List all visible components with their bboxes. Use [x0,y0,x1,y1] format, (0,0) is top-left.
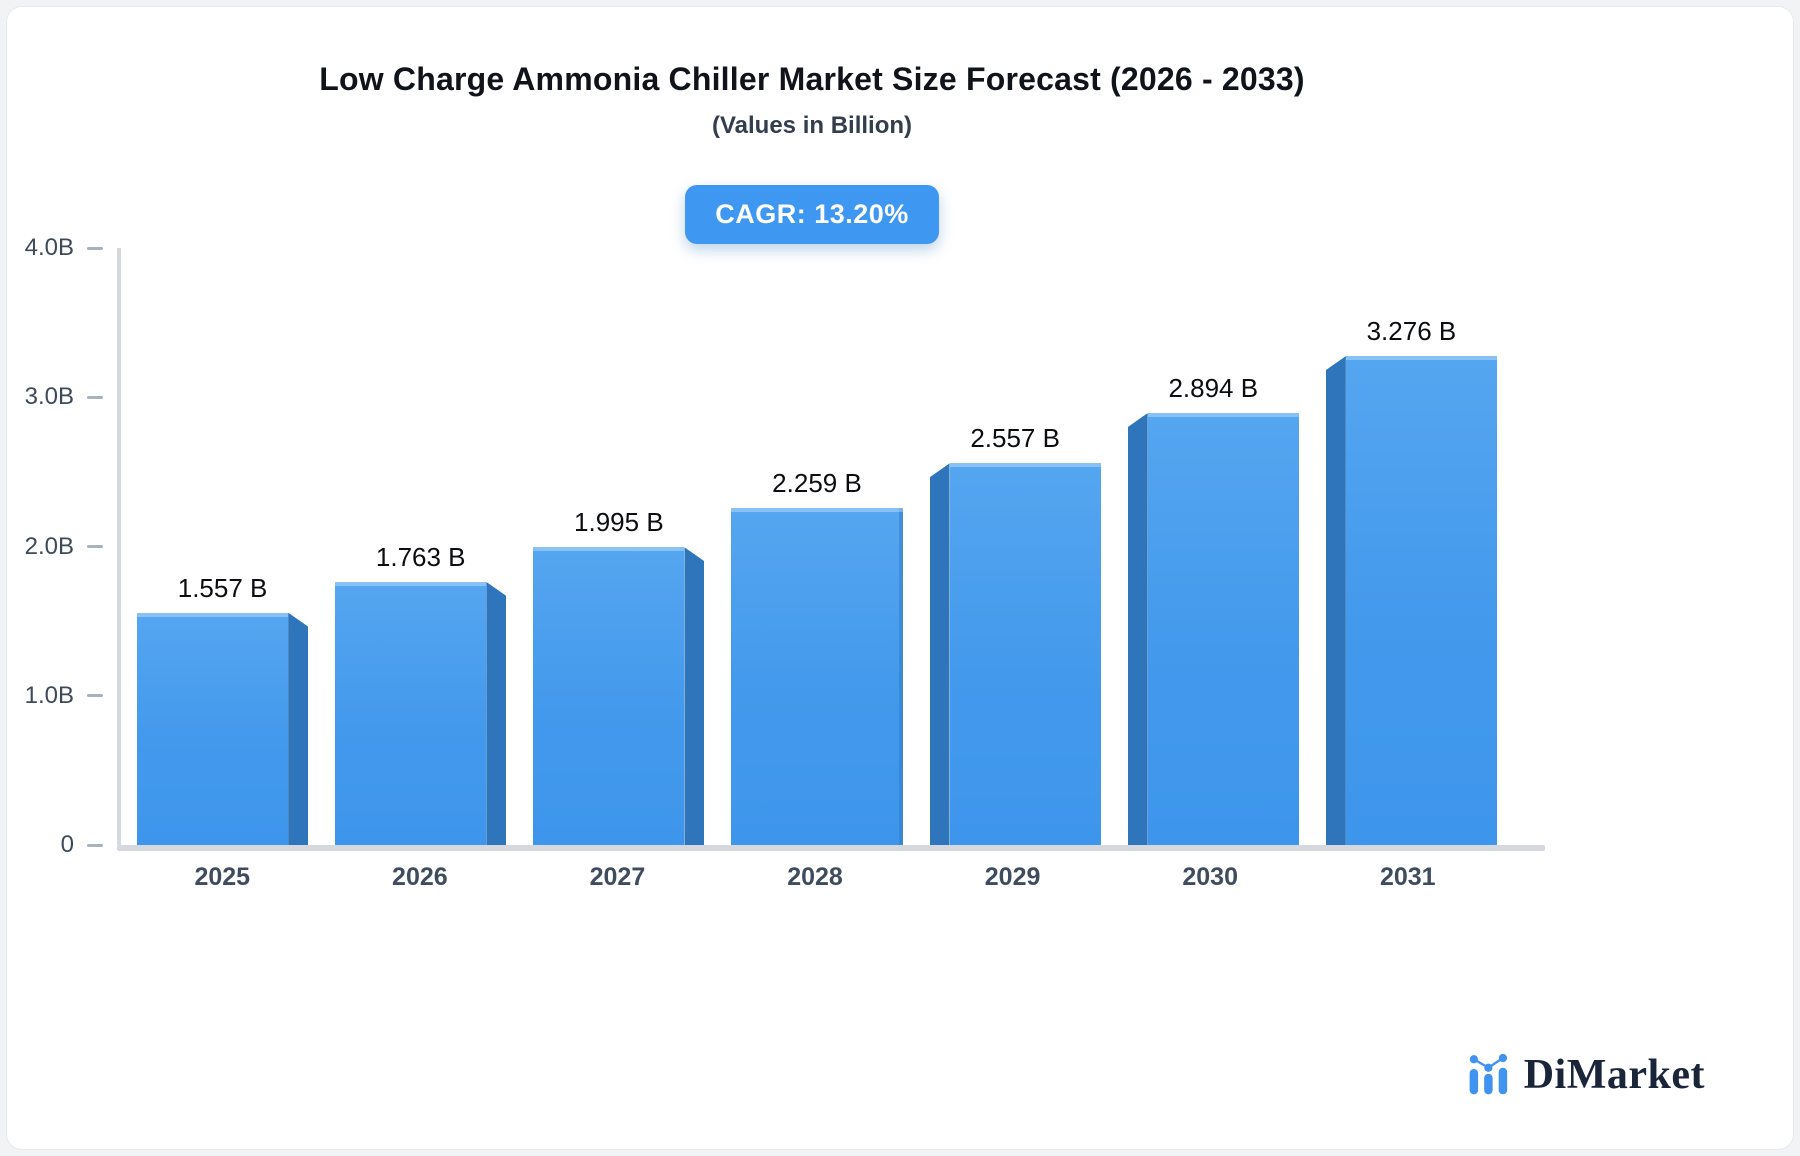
bar-value-label: 2.894 B [1168,373,1259,404]
x-axis-label-2025: 2025 [194,863,251,891]
bar-2031: 3.276 B [1325,316,1498,845]
bar-chart: 4.0B 3.0B 2.0B 1.0B 0 1.557 B 1.763 B 1.995 B 2… [25,234,1617,858]
bar-face [137,612,289,845]
chart-content: Low Charge Ammonia Chiller Market Size F… [7,7,1617,892]
x-axis-label-2031: 2031 [1379,863,1436,891]
bar-slot-2028: 2.259 B [731,248,903,845]
bar-value-label: 2.259 B [772,467,862,498]
y-tick-3.0B: 3.0B [25,383,103,411]
bar-line-chart-icon [1469,1053,1507,1095]
bar-side-shade [684,547,705,845]
y-tick-label: 3.0B [24,383,74,411]
y-tick-mark [87,395,103,399]
x-axis-label-2028: 2028 [787,863,843,891]
y-tick-label: 2.0B [24,532,74,560]
y-tick-1.0B: 1.0B [25,682,103,710]
bars-row: 1.557 B 1.763 B 1.995 B 2.259 B 2.557 B 2.894… [121,248,1519,845]
y-tick-mark [87,843,103,847]
y-tick-mark [87,246,103,250]
bar-slot-2025: 1.557 B [137,248,309,845]
bar-2027: 1.995 B [533,507,705,845]
bar-face [335,581,487,845]
bar-2030: 2.894 B [1127,373,1299,845]
chart-subtitle: (Values in Billion) [711,112,913,139]
x-axis-labels: 2025 2026 2027 2028 2029 2030 2031 [121,863,1515,892]
bar-face [731,507,903,845]
bar-2026: 1.763 B [335,542,507,845]
bar-value-label: 3.276 B [1366,316,1457,347]
y-tick-2.0B: 2.0B [25,533,103,561]
y-tick-label: 1.0B [24,681,74,709]
x-axis-label-2029: 2029 [984,863,1041,891]
x-axis-line [117,845,1545,851]
chart-card: Low Charge Ammonia Chiller Market Size F… [6,6,1794,1150]
bar-slot-2030: 2.894 B [1127,248,1299,845]
bar-slot-2031: 3.276 B [1325,248,1498,845]
bar-2029: 2.557 B [929,423,1101,845]
chart-title: Low Charge Ammonia Chiller Market Size F… [319,61,1305,97]
bar-face [533,547,685,845]
cagr-badge: CAGR: 13.20% [685,185,939,244]
bar-slot-2029: 2.557 B [929,248,1101,845]
bar-value-label: 1.995 B [574,507,664,538]
y-tick-label: 0 [60,831,74,858]
x-axis-label-2026: 2026 [392,863,448,891]
bar-face [1345,356,1498,845]
bar-slot-2026: 1.763 B [335,248,507,845]
bar-2028: 2.259 B [731,468,903,845]
bar-side-shade [486,581,507,845]
bar-side-shade [1325,356,1346,845]
brand-logo: DiMarket [1466,1051,1705,1099]
badge-row: CAGR: 13.20% [7,185,1617,244]
bar-face [949,463,1101,845]
bar-face [1147,413,1299,845]
plot-area: 1.557 B 1.763 B 1.995 B 2.259 B 2.557 B 2.894… [117,248,1545,851]
y-tick-0: 0 [61,831,103,859]
bar-side-shade [1127,413,1148,845]
bar-value-label: 1.557 B [177,572,268,603]
y-tick-mark [87,545,103,548]
y-tick-mark [87,694,103,698]
bar-2025: 1.557 B [137,573,309,845]
bar-value-label: 1.763 B [375,541,466,572]
y-tick-label: 4.0B [24,234,74,261]
bar-side-shade [929,463,950,845]
bar-side-shade [288,612,309,845]
brand-name: DiMarket [1523,1052,1705,1098]
x-axis-label-2027: 2027 [589,863,646,891]
x-axis-label-2030: 2030 [1182,863,1238,891]
bar-value-label: 2.557 B [970,423,1060,454]
y-axis: 4.0B 3.0B 2.0B 1.0B 0 [25,234,117,858]
bar-slot-2027: 1.995 B [533,248,705,845]
y-tick-4.0B: 4.0B [25,234,103,262]
